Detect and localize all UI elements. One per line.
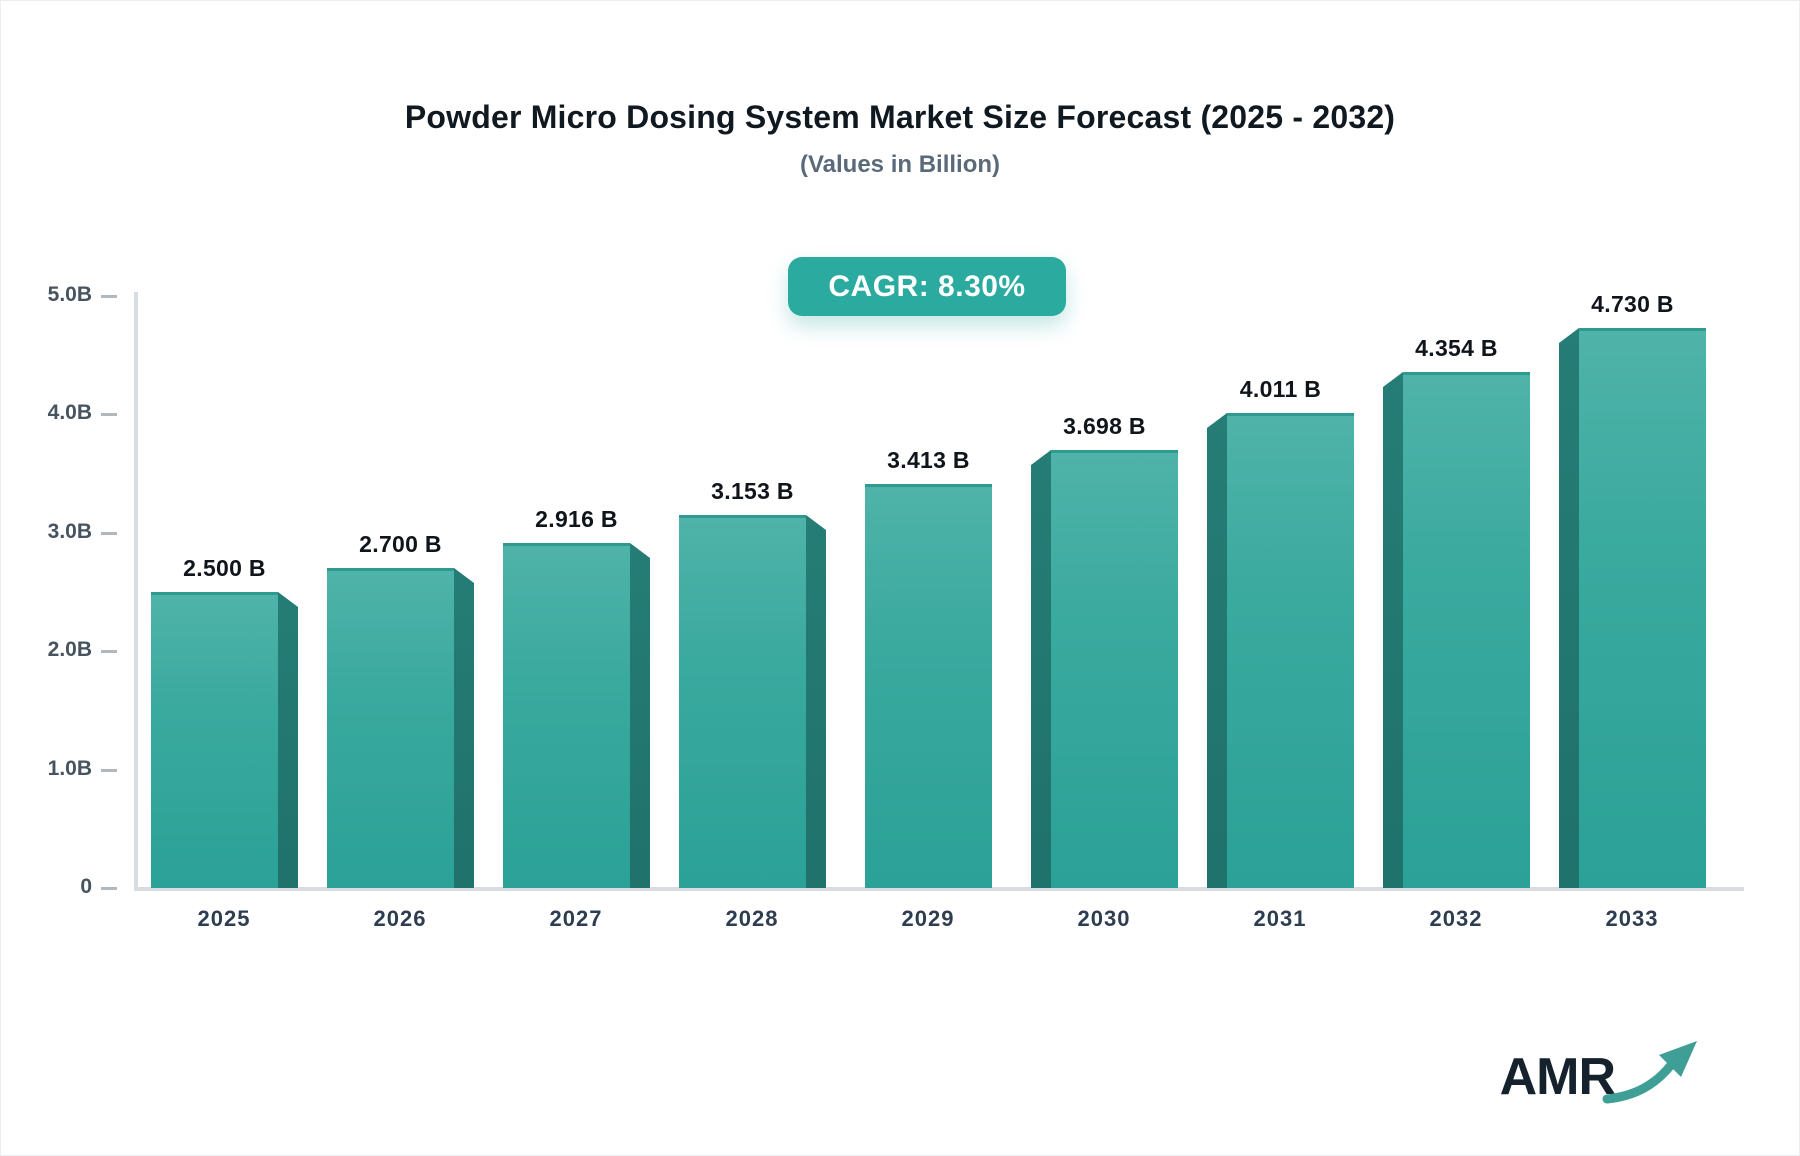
bar-side-face — [454, 568, 474, 888]
bar-value-label: 3.153 B — [711, 478, 794, 504]
x-axis-label-2025: 2025 — [197, 906, 251, 931]
y-tick-mark — [101, 413, 117, 416]
y-tick-mark — [101, 650, 117, 653]
y-tick-mark — [101, 532, 117, 535]
bar-front-face — [1403, 372, 1530, 888]
bar-value-label: 4.730 B — [1591, 291, 1674, 317]
bar-2025 — [151, 592, 298, 888]
bar-2029 — [865, 484, 992, 888]
y-axis-line — [134, 292, 138, 891]
bar-2027 — [503, 543, 650, 888]
bar-value-label: 2.700 B — [359, 531, 442, 557]
bar-side-face — [1031, 450, 1051, 888]
bar-value-label: 3.698 B — [1063, 413, 1146, 439]
bar-front-face — [151, 592, 278, 888]
bar-value-label: 4.011 B — [1239, 376, 1322, 402]
y-tick-mark — [101, 769, 117, 772]
y-tick-label: 3.0B — [47, 520, 92, 543]
x-axis-label-2033: 2033 — [1605, 906, 1659, 931]
x-axis-baseline — [134, 887, 1744, 891]
bar-front-face — [503, 543, 630, 888]
bar-2031 — [1207, 413, 1354, 888]
bar-side-face — [806, 515, 826, 888]
bar-2033 — [1559, 328, 1706, 888]
x-axis-label-2029: 2029 — [901, 906, 955, 931]
y-tick-mark — [101, 887, 117, 890]
x-axis-label-2031: 2031 — [1253, 906, 1307, 931]
bar-value-label: 2.500 B — [183, 555, 266, 581]
bar-front-face — [1051, 450, 1178, 888]
bar-2032 — [1383, 372, 1530, 888]
y-tick-label: 0 — [80, 875, 92, 898]
bar-front-face — [1227, 413, 1354, 888]
cagr-badge: CAGR: 8.30% — [788, 257, 1066, 316]
x-axis-label-2026: 2026 — [373, 906, 427, 931]
y-tick-mark — [101, 295, 117, 298]
bar-front-face — [865, 484, 992, 888]
amr-logo: AMR — [1499, 1035, 1701, 1106]
amr-logo-text: AMR — [1499, 1048, 1616, 1106]
y-tick-label: 4.0B — [47, 401, 92, 424]
bar-value-label: 4.354 B — [1415, 335, 1498, 361]
bar-side-face — [278, 592, 298, 888]
bar-value-label: 3.413 B — [887, 447, 970, 473]
chart-title: Powder Micro Dosing System Market Size F… — [404, 99, 1396, 135]
bar-2028 — [679, 515, 826, 888]
y-tick-label: 2.0B — [47, 638, 92, 661]
x-axis-label-2030: 2030 — [1077, 906, 1131, 931]
x-axis-label-2028: 2028 — [725, 906, 779, 931]
bar-side-face — [1559, 328, 1579, 888]
y-tick-label: 5.0B — [47, 283, 92, 306]
bar-2026 — [327, 568, 474, 888]
bar-front-face — [679, 515, 806, 888]
bar-front-face — [327, 568, 454, 888]
y-tick-label: 1.0B — [47, 757, 92, 780]
growth-arrow-icon — [1602, 1041, 1697, 1104]
bar-value-label: 2.916 B — [535, 506, 618, 532]
x-axis-label-2032: 2032 — [1429, 906, 1483, 931]
bar-2030 — [1031, 450, 1178, 888]
bar-side-face — [630, 543, 650, 888]
cagr-badge-label: CAGR: 8.30% — [828, 269, 1026, 303]
x-axis-label-2027: 2027 — [549, 906, 603, 931]
bar-front-face — [1579, 328, 1706, 888]
chart-subtitle: (Values in Billion) — [799, 151, 1001, 178]
bar-side-face — [1207, 413, 1227, 888]
bar-side-face — [1383, 372, 1403, 888]
